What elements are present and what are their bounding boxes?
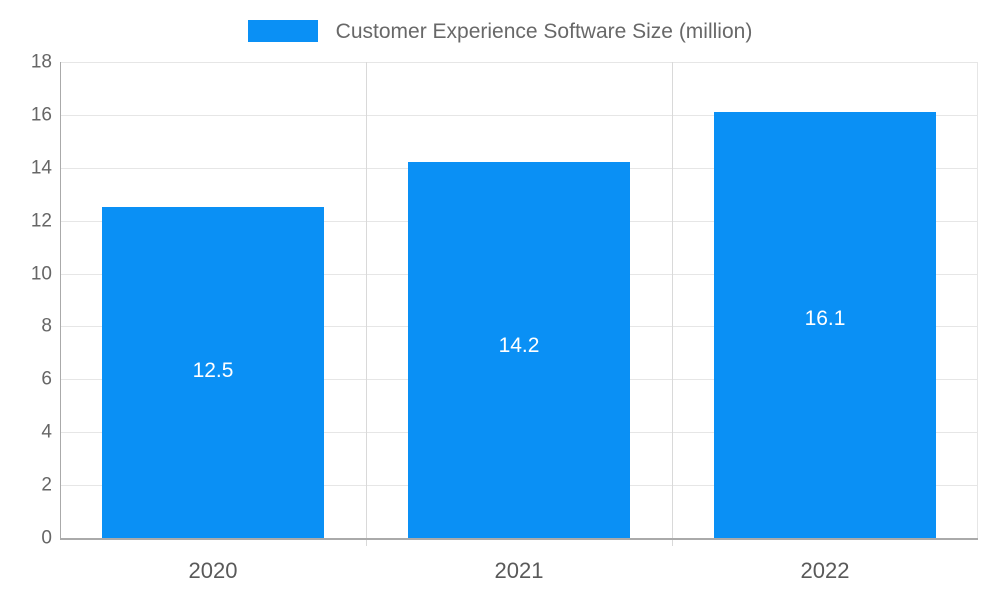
y-axis-tick-label: 10	[30, 263, 52, 285]
y-axis-tick-label: 2	[41, 474, 52, 496]
y-axis-tick-label: 14	[30, 157, 52, 179]
bar[interactable]	[713, 112, 937, 538]
y-axis-tick-label: 4	[41, 421, 52, 443]
x-axis-line	[60, 538, 978, 540]
y-axis-tick-label: 0	[41, 527, 52, 549]
bar[interactable]	[407, 162, 631, 538]
plot-right-border	[977, 62, 978, 538]
plot-area: 12.5 14.2 16.1	[60, 62, 978, 546]
y-axis-line	[60, 62, 61, 539]
bar[interactable]	[101, 207, 325, 538]
x-axis-tick-label: 2021	[494, 558, 544, 583]
chart-legend: Customer Experience Software Size (milli…	[0, 14, 1000, 48]
legend-label: Customer Experience Software Size (milli…	[335, 19, 753, 43]
category-separator	[672, 62, 673, 546]
category-separator	[366, 62, 367, 546]
x-axis-tick-label: 2022	[800, 558, 850, 583]
legend-color-swatch	[247, 20, 318, 42]
y-axis-tick-label: 18	[30, 51, 52, 73]
gridline	[60, 62, 978, 63]
x-axis-tick-label: 2020	[188, 558, 238, 583]
y-axis-tick-labels: 0 2 4 6 8 10 12 14 16 18	[0, 53, 52, 548]
bar-value-label: 12.5	[192, 358, 234, 382]
bar-value-label: 16.1	[804, 307, 846, 331]
bar-value-label: 14.2	[498, 334, 540, 358]
y-axis-tick-label: 16	[30, 104, 52, 126]
y-axis-tick-label: 12	[30, 210, 52, 232]
gridline	[60, 114, 978, 116]
y-axis-tick-label: 8	[41, 315, 52, 337]
y-axis-tick-label: 6	[41, 368, 52, 390]
